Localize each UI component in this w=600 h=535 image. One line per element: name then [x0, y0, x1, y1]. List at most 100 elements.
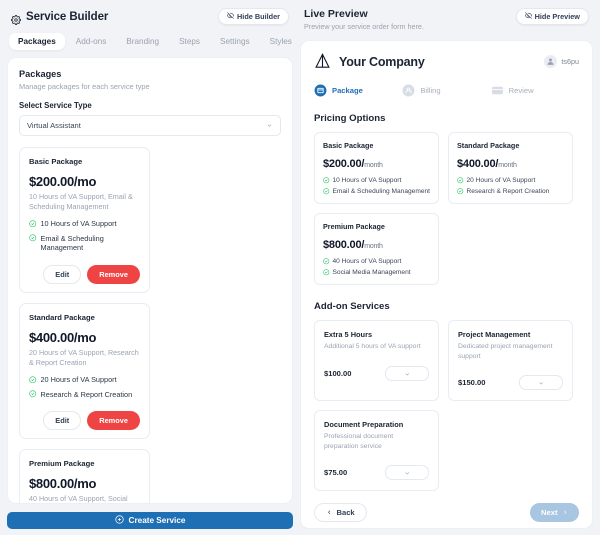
- tab-steps[interactable]: Steps: [179, 37, 201, 46]
- package-price: $200.00/mo: [29, 174, 97, 189]
- package-circle-icon: [314, 84, 327, 97]
- package-description: 10 Hours of VA Support, Email & Scheduli…: [29, 192, 133, 211]
- addon-project-management: Project Management Dedicated project man…: [448, 320, 573, 402]
- package-name: Standard Package: [29, 312, 95, 322]
- step-review[interactable]: Review: [491, 84, 579, 97]
- addon-name: Document Preparation: [324, 420, 404, 430]
- hide-builder-button[interactable]: Hide Builder: [218, 8, 289, 25]
- tab-styles[interactable]: Styles: [269, 37, 292, 46]
- chevron-down-icon: [404, 364, 411, 382]
- pricing-option-basic[interactable]: Basic Package $200.00/month 10 Hours of …: [314, 132, 439, 204]
- create-service-label: Create Service: [128, 516, 186, 526]
- addon-description: Additional 5 hours of VA support: [324, 343, 421, 350]
- builder-title: Service Builder: [26, 10, 109, 23]
- addon-quantity-select[interactable]: [385, 464, 429, 482]
- hide-preview-button[interactable]: Hide Preview: [515, 8, 589, 25]
- pricing-option-feature-label: Social Media Management: [332, 269, 411, 276]
- service-type-label: Select Service Type: [19, 101, 92, 110]
- check-circle-icon: [29, 220, 37, 228]
- pricing-option-amount: $800.00/: [323, 239, 365, 251]
- addon-name: Extra 5 Hours: [324, 330, 373, 339]
- tab-branding[interactable]: Branding: [126, 37, 160, 46]
- next-button[interactable]: Next: [530, 503, 579, 523]
- chevron-left-icon: [326, 508, 333, 517]
- back-button[interactable]: Back: [314, 503, 367, 523]
- remove-package-button[interactable]: Remove: [87, 264, 140, 284]
- order-form-preview: Your Company ts6pu Package: [300, 40, 593, 529]
- step-label: Billing: [420, 86, 441, 95]
- chevron-down-icon: [404, 464, 411, 482]
- step-package[interactable]: Package: [314, 84, 402, 97]
- pricing-option-premium[interactable]: Premium Package $800.00/month 40 Hours o…: [314, 213, 439, 285]
- package-actions: Edit Remove: [29, 264, 140, 284]
- pricing-option-feature-label: 20 Hours of VA Support: [466, 177, 536, 184]
- package-price: $800.00/mo: [29, 476, 97, 492]
- service-type-select[interactable]: Virtual Assistant: [19, 115, 281, 136]
- hide-builder-label: Hide Builder: [237, 12, 280, 21]
- service-type-value: Virtual Assistant: [27, 121, 81, 130]
- package-feature-label: Email & Scheduling Management: [40, 233, 104, 253]
- package-feature: Email & Scheduling Management: [29, 234, 140, 253]
- package-feature: 20 Hours of VA Support: [29, 375, 140, 384]
- tab-packages[interactable]: Packages: [9, 33, 65, 50]
- pricing-option-amount: $400.00/: [457, 158, 499, 170]
- addon-price: $75.00: [324, 468, 348, 478]
- live-preview-panel: Live Preview Preview your service order …: [300, 0, 600, 535]
- tab-settings[interactable]: Settings: [220, 37, 250, 46]
- tab-add-ons[interactable]: Add-ons: [75, 37, 107, 46]
- addon-name: Project Management: [458, 330, 531, 339]
- package-feature-list: 10 Hours of VA Support Email & Schedulin…: [29, 219, 140, 252]
- user-avatar-icon: [544, 55, 558, 68]
- pricing-option-period: month: [498, 162, 517, 169]
- pricing-option-feature: 20 Hours of VA Support: [457, 177, 564, 184]
- pricing-option-features: 10 Hours of VA Support Email & Schedulin…: [323, 177, 430, 195]
- package-card-standard: Standard Package $400.00/mo 20 Hours of …: [19, 302, 150, 440]
- pricing-options-list: Basic Package $200.00/month 10 Hours of …: [314, 132, 579, 285]
- pricing-option-price: $200.00/month: [323, 158, 430, 170]
- check-circle-icon: [323, 269, 330, 276]
- brand-group: Your Company: [314, 53, 425, 70]
- builder-title-group: Service Builder: [11, 10, 109, 25]
- chevron-down-icon: [266, 122, 273, 129]
- addon-price: $150.00: [458, 378, 486, 388]
- pricing-option-period: month: [364, 162, 383, 169]
- remove-package-button[interactable]: Remove: [87, 411, 140, 431]
- package-name: Premium Package: [29, 459, 95, 469]
- pricing-option-price: $400.00/month: [457, 158, 564, 170]
- brand-row: Your Company ts6pu: [314, 53, 579, 70]
- addon-document-preparation: Document Preparation Professional docume…: [314, 410, 439, 492]
- edit-package-button[interactable]: Edit: [43, 264, 82, 284]
- pricing-option-name: Basic Package: [323, 141, 374, 150]
- check-circle-icon: [323, 188, 330, 195]
- pricing-option-feature: Research & Report Creation: [457, 188, 564, 195]
- addon-description: Professional document preparation servic…: [324, 433, 394, 450]
- pricing-option-amount: $200.00/: [323, 158, 365, 170]
- gear-icon: [11, 12, 22, 25]
- addon-quantity-select[interactable]: [519, 375, 563, 391]
- pricing-option-feature-label: Research & Report Creation: [466, 188, 550, 195]
- step-billing[interactable]: Billing: [402, 84, 490, 97]
- preview-footer: Back Next: [314, 491, 579, 528]
- preview-title: Live Preview: [304, 8, 368, 20]
- pricing-options-title: Pricing Options: [314, 113, 386, 124]
- pricing-option-period: month: [364, 243, 383, 250]
- pricing-option-features: 20 Hours of VA Support Research & Report…: [457, 177, 564, 195]
- eye-slash-icon: [524, 12, 532, 21]
- pricing-option-feature-label: 40 Hours of VA Support: [332, 258, 402, 265]
- chevron-right-icon: [562, 508, 569, 517]
- check-circle-icon: [457, 188, 464, 195]
- create-service-button[interactable]: Create Service: [7, 512, 293, 529]
- check-circle-icon: [29, 376, 37, 384]
- preview-title-group: Live Preview Preview your service order …: [304, 8, 424, 31]
- addon-extra-5-hours: Extra 5 Hours Additional 5 hours of VA s…: [314, 320, 439, 402]
- check-circle-icon: [29, 390, 37, 398]
- pricing-option-standard[interactable]: Standard Package $400.00/month 20 Hours …: [448, 132, 573, 204]
- edit-package-button[interactable]: Edit: [43, 411, 82, 431]
- addon-quantity-select[interactable]: [385, 364, 429, 382]
- package-price: $400.00/mo: [29, 329, 97, 345]
- package-feature-label: Research & Report Creation: [40, 389, 133, 399]
- user-chip[interactable]: ts6pu: [544, 55, 579, 68]
- addon-row: $100.00: [324, 364, 429, 382]
- addon-list: Extra 5 Hours Additional 5 hours of VA s…: [314, 320, 579, 492]
